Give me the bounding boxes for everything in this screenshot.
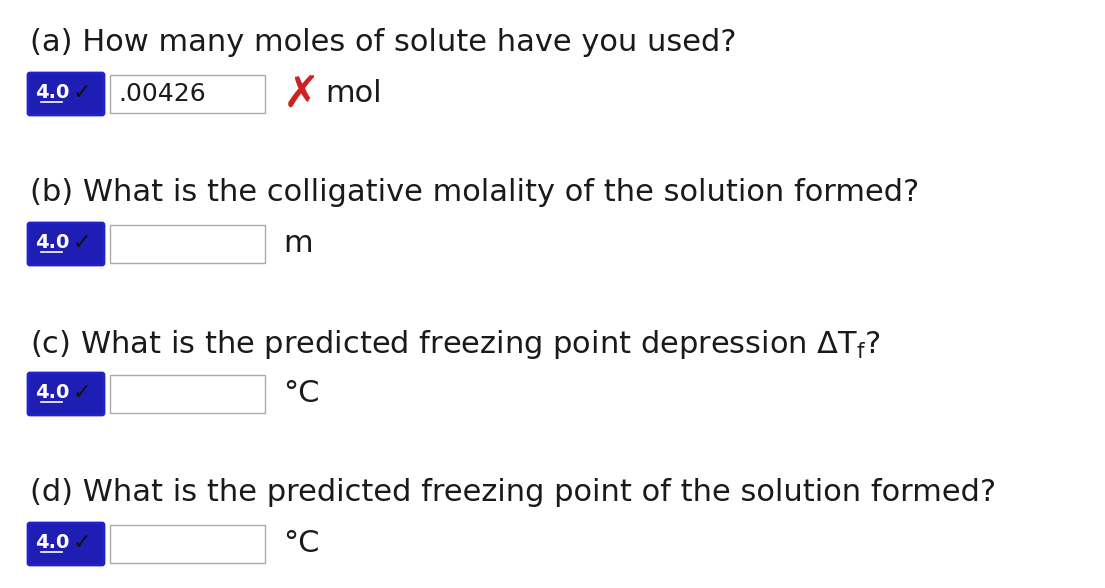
- FancyBboxPatch shape: [110, 75, 265, 113]
- Text: ✓: ✓: [73, 533, 92, 553]
- Text: °C: °C: [283, 530, 319, 559]
- FancyBboxPatch shape: [28, 223, 104, 265]
- Text: ✓: ✓: [73, 233, 92, 253]
- Text: (b) What is the colligative molality of the solution formed?: (b) What is the colligative molality of …: [30, 178, 919, 207]
- Text: .00426: .00426: [118, 82, 206, 106]
- Text: 4.0: 4.0: [35, 533, 70, 553]
- FancyBboxPatch shape: [28, 73, 104, 115]
- Text: (a) How many moles of solute have you used?: (a) How many moles of solute have you us…: [30, 28, 737, 57]
- Text: ✓: ✓: [73, 383, 92, 403]
- Text: 4.0: 4.0: [35, 383, 70, 403]
- Text: °C: °C: [283, 379, 319, 409]
- FancyBboxPatch shape: [28, 373, 104, 415]
- Text: m: m: [283, 229, 313, 259]
- Text: 4.0: 4.0: [35, 83, 70, 102]
- Text: 4.0: 4.0: [35, 233, 70, 252]
- FancyBboxPatch shape: [110, 225, 265, 263]
- Text: ✗: ✗: [283, 72, 320, 115]
- FancyBboxPatch shape: [110, 525, 265, 563]
- Text: (d) What is the predicted freezing point of the solution formed?: (d) What is the predicted freezing point…: [30, 478, 996, 507]
- FancyBboxPatch shape: [110, 375, 265, 413]
- Text: ✓: ✓: [73, 83, 92, 103]
- Text: mol: mol: [325, 79, 381, 109]
- Text: (c) What is the predicted freezing point depression ΔT$_\mathregular{f}$?: (c) What is the predicted freezing point…: [30, 328, 881, 361]
- FancyBboxPatch shape: [28, 523, 104, 565]
